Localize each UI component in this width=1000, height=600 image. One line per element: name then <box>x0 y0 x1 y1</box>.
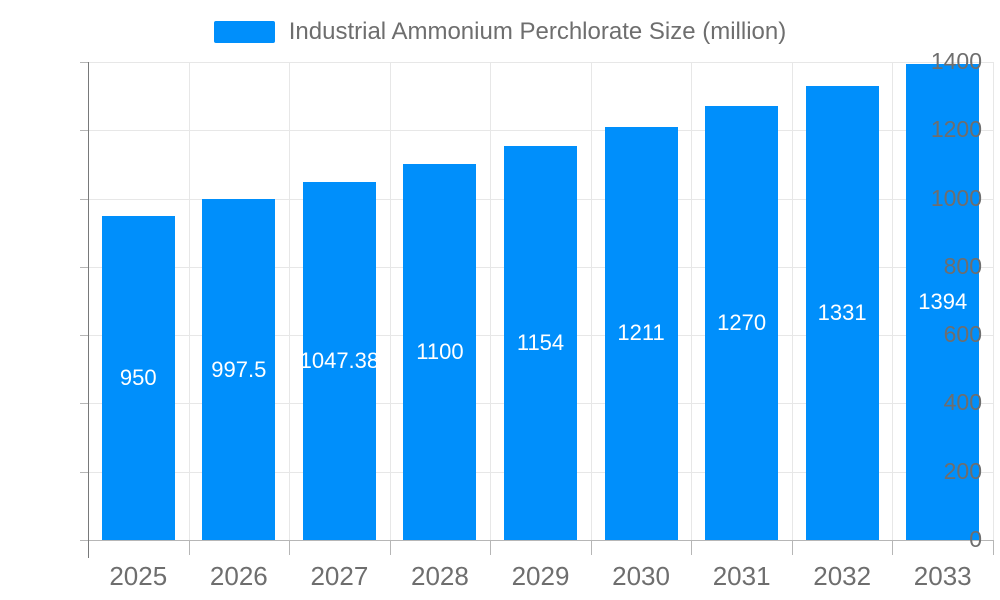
gridline-vertical <box>389 62 391 540</box>
bar-value-label: 1394 <box>918 289 968 315</box>
x-axis-category-label: 2029 <box>511 561 570 591</box>
y-axis-tick-label: 600 <box>943 321 982 348</box>
bar-value-label: 1270 <box>717 310 767 336</box>
legend-swatch <box>213 21 275 43</box>
x-axis-tick-mark <box>389 540 391 555</box>
gridline-vertical <box>289 62 291 540</box>
bar-2033[interactable] <box>906 64 980 540</box>
x-axis-tick-mark <box>691 540 693 555</box>
gridline-vertical <box>490 62 492 540</box>
bar-2032[interactable] <box>805 85 879 540</box>
y-axis-tick-mark <box>80 198 88 200</box>
bar-2030[interactable] <box>604 126 678 540</box>
gridline-horizontal <box>88 62 993 63</box>
y-axis-tick-mark <box>80 266 88 268</box>
plot-area: 950 2025 997.5 2026 1047.38 2027 1100 2028 1154 2… <box>80 62 994 591</box>
y-axis-tick-label: 200 <box>943 457 982 484</box>
y-axis-tick-label: 1200 <box>930 116 982 143</box>
y-axis-tick-label: 400 <box>943 389 982 416</box>
y-axis-line <box>88 62 89 558</box>
bar-value-label: 1154 <box>516 329 565 355</box>
bar-2028[interactable] <box>403 164 477 540</box>
y-axis-tick-mark <box>80 62 88 63</box>
y-axis-tick-label: 0 <box>969 526 982 552</box>
bar-2025[interactable] <box>101 215 175 540</box>
gridline-vertical <box>188 62 190 540</box>
x-axis-category-label: 2031 <box>712 561 771 591</box>
gridline-vertical <box>993 62 994 540</box>
bar-2029[interactable] <box>504 146 577 540</box>
x-axis-category-label: 2032 <box>813 561 872 591</box>
x-axis-line <box>88 540 993 541</box>
x-axis-category-label: 2030 <box>612 561 670 591</box>
gridline-vertical <box>590 62 592 540</box>
y-axis-tick-mark <box>80 403 88 405</box>
y-axis-tick-mark <box>80 130 88 132</box>
y-axis-tick-label: 1000 <box>930 184 982 211</box>
bar-value-label: 1331 <box>817 299 867 325</box>
bar-2031[interactable] <box>705 106 779 540</box>
bar-value-label: 997.5 <box>211 356 267 382</box>
x-axis-category-label: 2028 <box>411 561 469 591</box>
bar-value-label: 1100 <box>416 339 464 365</box>
y-axis-tick-label: 1400 <box>930 48 982 74</box>
bar-2027[interactable] <box>302 182 376 540</box>
x-axis-category-label: 2033 <box>913 561 972 591</box>
x-axis-category-label: 2026 <box>209 561 268 591</box>
gridline-horizontal <box>88 130 993 132</box>
x-axis-tick-mark <box>892 540 894 555</box>
y-axis-tick-label: 800 <box>943 252 982 279</box>
x-axis-category-label: 2025 <box>109 561 168 591</box>
bar-value-label: 1047.38 <box>299 348 380 374</box>
x-axis-tick-mark <box>289 540 291 555</box>
x-axis-tick-mark <box>188 540 190 555</box>
x-axis-tick-mark <box>590 540 592 555</box>
legend-label: Industrial Ammonium Perchlorate Size (mi… <box>288 18 787 45</box>
y-axis-tick-mark <box>80 471 88 473</box>
bar-2026[interactable] <box>202 199 276 540</box>
x-axis-category-label: 2027 <box>310 561 369 591</box>
chart-legend[interactable]: Industrial Ammonium Perchlorate Size (mi… <box>0 18 1000 46</box>
x-axis-tick-mark <box>791 540 793 555</box>
x-axis-tick-mark <box>490 540 492 555</box>
gridline-vertical <box>791 62 793 540</box>
bar-value-label: 1211 <box>617 320 665 346</box>
bar-value-label: 950 <box>119 364 157 390</box>
y-axis-tick-mark <box>80 335 88 337</box>
y-axis-tick-mark <box>80 540 88 541</box>
gridline-vertical <box>892 62 894 540</box>
gridline-vertical <box>691 62 693 540</box>
x-axis-tick-mark <box>993 540 994 555</box>
